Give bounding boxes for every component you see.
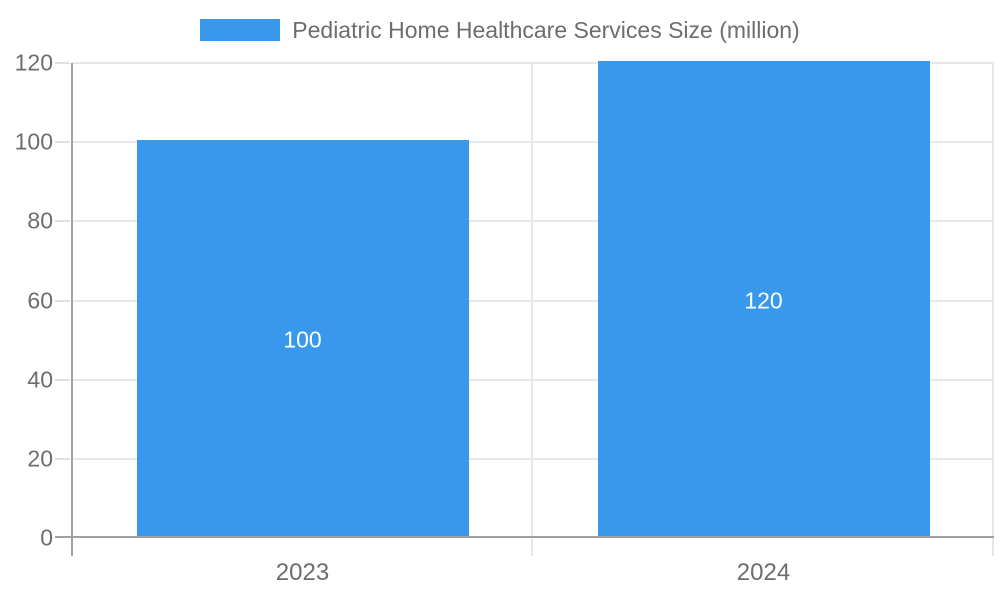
bar-value-label-2024: 120: [744, 287, 783, 313]
y-tick-label-120: 120: [14, 49, 53, 76]
gridline-y-60: [72, 300, 994, 302]
y-tick-label-80: 80: [27, 207, 53, 234]
gridline-y-40: [72, 379, 994, 381]
y-tick-mark-20: [55, 458, 70, 460]
x-tick-label-2023: 2023: [275, 559, 330, 586]
gridline-y-20: [72, 458, 994, 460]
y-tick-label-20: 20: [27, 445, 53, 472]
category-boundary-line: [992, 63, 994, 556]
y-tick-label-100: 100: [14, 128, 53, 155]
legend-item[interactable]: Pediatric Home Healthcare Services Size …: [200, 16, 800, 44]
category-boundary-line: [531, 63, 533, 556]
gridline-y-120: [72, 62, 994, 64]
chart-legend: Pediatric Home Healthcare Services Size …: [0, 16, 1000, 44]
legend-label: Pediatric Home Healthcare Services Size …: [292, 17, 800, 43]
y-axis-line: [71, 63, 73, 556]
legend-swatch-icon: [200, 19, 281, 41]
y-tick-mark-120: [55, 62, 70, 64]
bar-value-label-2023: 100: [283, 326, 322, 353]
y-tick-mark-60: [55, 300, 70, 302]
y-tick-mark-80: [55, 220, 70, 222]
y-tick-label-40: 40: [27, 366, 53, 393]
y-tick-label-60: 60: [27, 287, 53, 314]
x-tick-label-2024: 2024: [736, 559, 791, 586]
gridline-y-100: [72, 141, 994, 143]
bar-2023[interactable]: [137, 140, 469, 536]
gridline-y-80: [72, 220, 994, 222]
x-axis-line: [55, 536, 994, 538]
y-tick-label-0: 0: [40, 524, 53, 551]
bar-2024[interactable]: [598, 61, 930, 536]
y-tick-mark-100: [55, 141, 70, 143]
y-tick-mark-40: [55, 379, 70, 381]
plot-area: 0 20 40 60 80 100 120 100 2023 120 2024: [15, 50, 994, 586]
